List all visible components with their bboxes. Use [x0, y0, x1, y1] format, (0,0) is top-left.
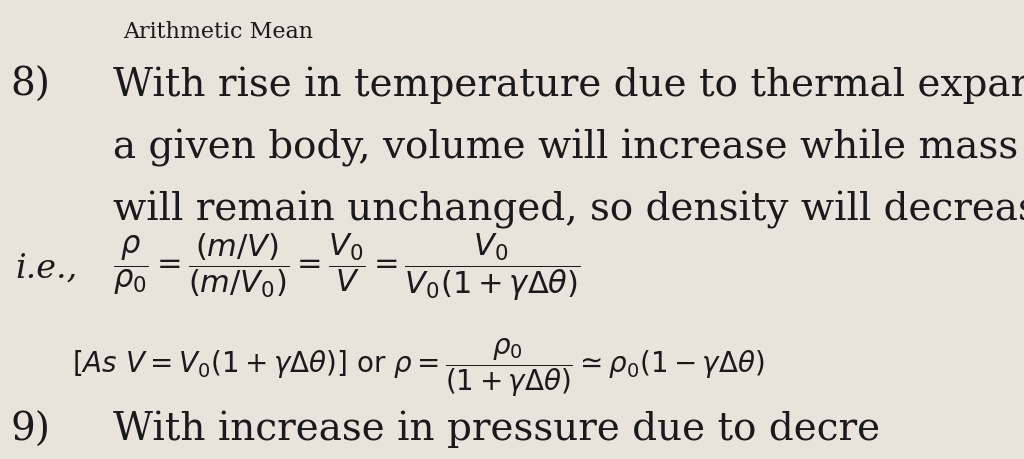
Text: 9): 9) [10, 411, 50, 448]
Text: i.e.,: i.e., [15, 252, 78, 285]
Text: Arithmetic Mean: Arithmetic Mean [123, 21, 313, 43]
Text: With rise in temperature due to thermal expansion of: With rise in temperature due to thermal … [113, 67, 1024, 104]
Text: $[As\ V = V_0(1+\gamma\Delta\theta)]\ \mathrm{or}\ \rho = \dfrac{\rho_0}{(1+\gam: $[As\ V = V_0(1+\gamma\Delta\theta)]\ \m… [72, 336, 764, 398]
Text: a given body, volume will increase while mass: a given body, volume will increase while… [113, 129, 1018, 167]
Text: With increase in pressure due to decre: With increase in pressure due to decre [113, 410, 880, 448]
Text: $\dfrac{\rho}{\rho_0} = \dfrac{(m/V)}{(m/V_0)} = \dfrac{V_0}{V} = \dfrac{V_0}{V_: $\dfrac{\rho}{\rho_0} = \dfrac{(m/V)}{(m… [113, 230, 581, 302]
Text: will remain unchanged, so density will decrease,: will remain unchanged, so density will d… [113, 190, 1024, 229]
Text: 8): 8) [10, 67, 50, 103]
